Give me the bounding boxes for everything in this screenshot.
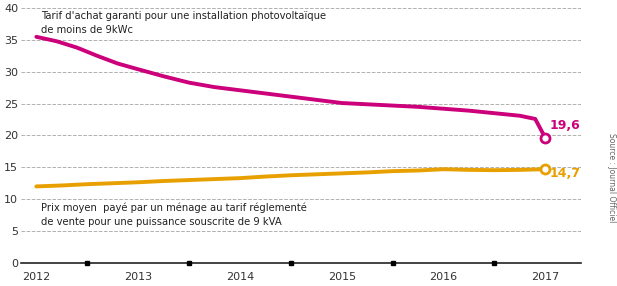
Text: Tarif d'achat garanti pour une installation photovoltaïque
de moins de 9kWc: Tarif d'achat garanti pour une installat… [41,11,326,35]
Text: 19,6: 19,6 [550,120,580,132]
Text: 14,7: 14,7 [550,167,581,180]
Text: Prix moyen  payé par un ménage au tarif réglementé
de vente pour une puissance s: Prix moyen payé par un ménage au tarif r… [41,202,307,227]
Text: Source : Journal Officiel: Source : Journal Officiel [607,133,616,222]
